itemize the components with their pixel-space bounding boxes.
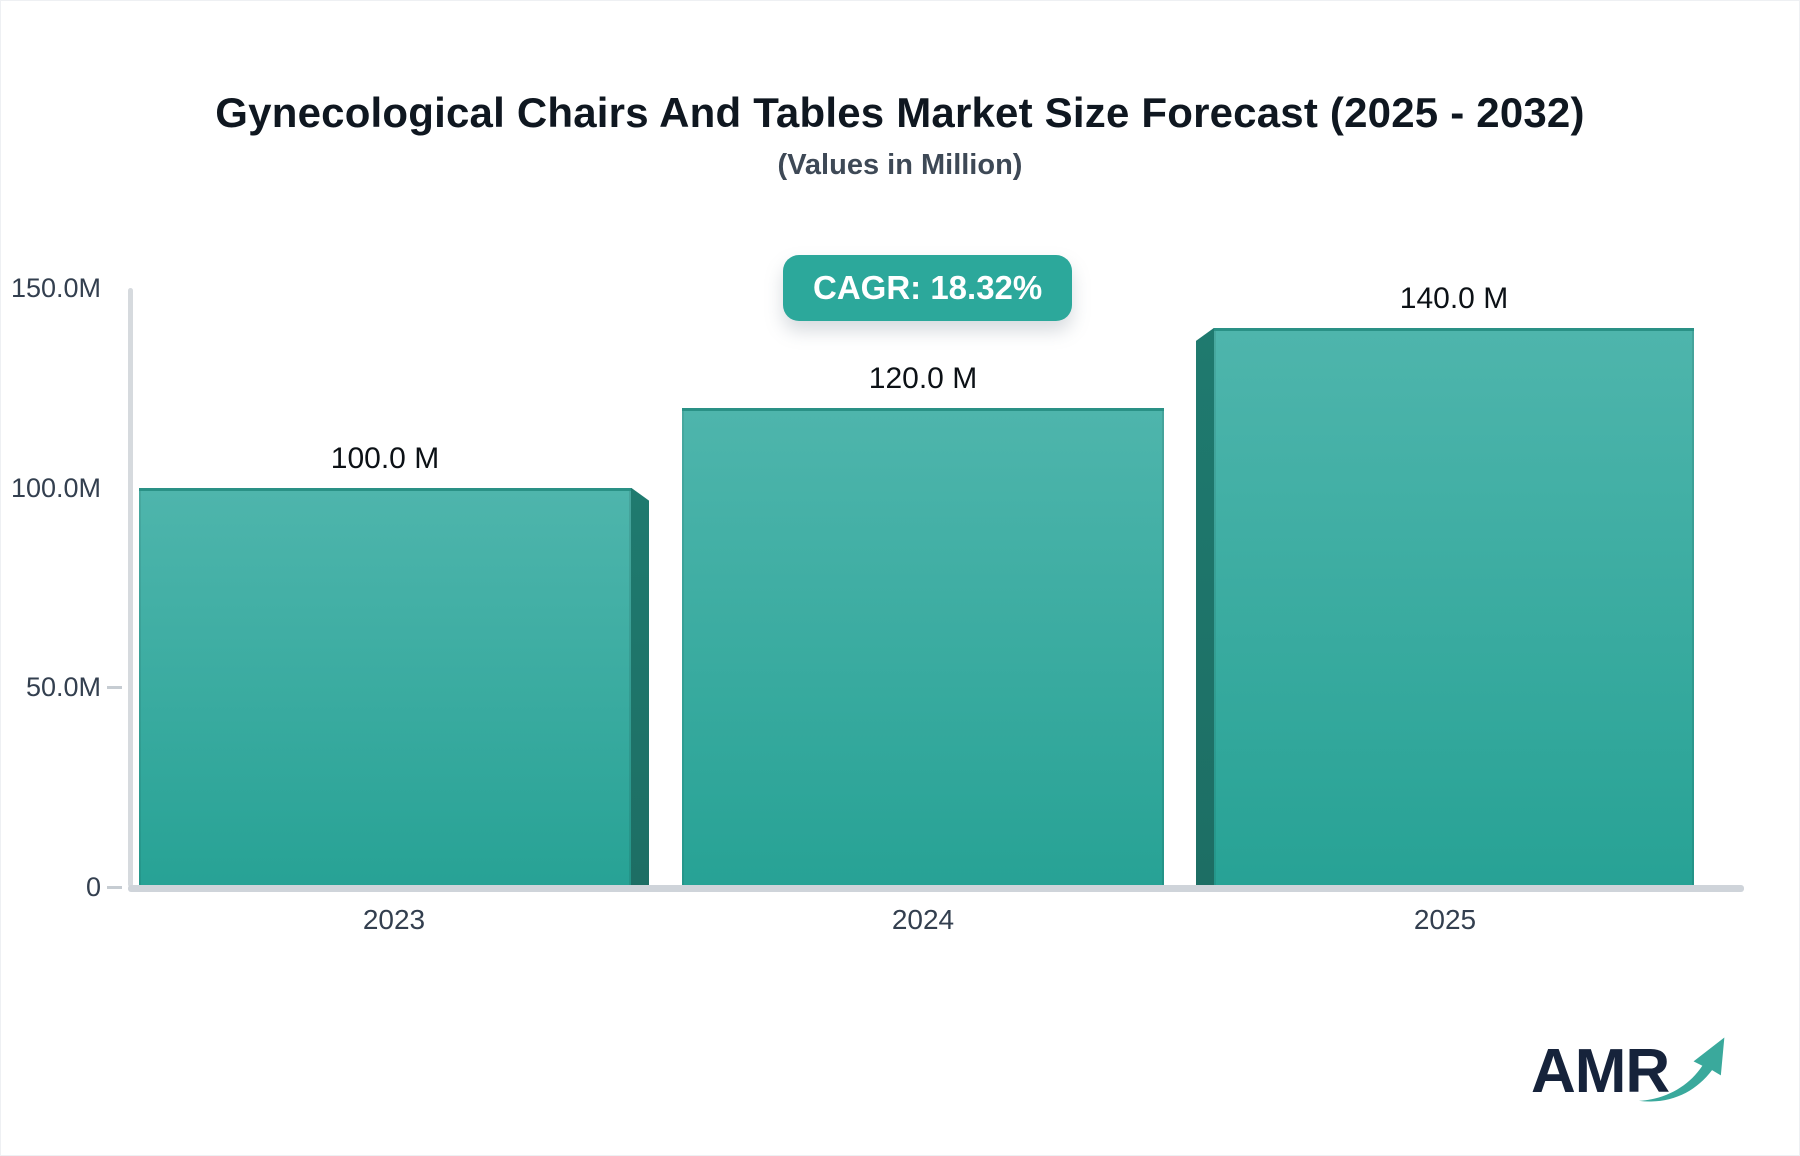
amr-logo-text: AMR	[1531, 1037, 1670, 1106]
bar-side-face	[1196, 327, 1214, 887]
y-axis-line	[128, 288, 133, 887]
x-axis-label-2023: 2023	[362, 904, 426, 935]
x-axis-label-2025: 2025	[1413, 904, 1477, 935]
y-axis-tick-mark	[107, 686, 122, 690]
bar-2024[interactable]	[682, 407, 1164, 888]
bar-value-label: 100.0 M	[330, 441, 440, 475]
amr-logo: AMR	[1521, 1026, 1731, 1116]
bar-side-face	[631, 487, 649, 887]
y-axis-tick-mark	[107, 886, 122, 889]
bar-2025[interactable]	[1214, 327, 1694, 888]
growth-arrow-icon	[1639, 1037, 1725, 1102]
bar-value-label: 120.0 M	[868, 361, 978, 395]
bar-value-label: 140.0 M	[1399, 281, 1509, 315]
page-title: Gynecological Chairs And Tables Market S…	[215, 89, 1585, 136]
page-subtitle: (Values in Million)	[777, 149, 1023, 181]
bar-2023[interactable]	[139, 487, 631, 888]
y-axis-tick-label: 0	[85, 872, 101, 902]
x-axis-line	[128, 885, 1744, 892]
y-axis-tick-label: 150.0M	[10, 273, 101, 303]
x-axis-label-2024: 2024	[891, 904, 955, 935]
y-axis-tick-label: 100.0M	[10, 472, 101, 503]
y-axis-tick-label: 50.0M	[25, 672, 101, 703]
cagr-badge: CAGR: 18.32%	[783, 255, 1073, 321]
